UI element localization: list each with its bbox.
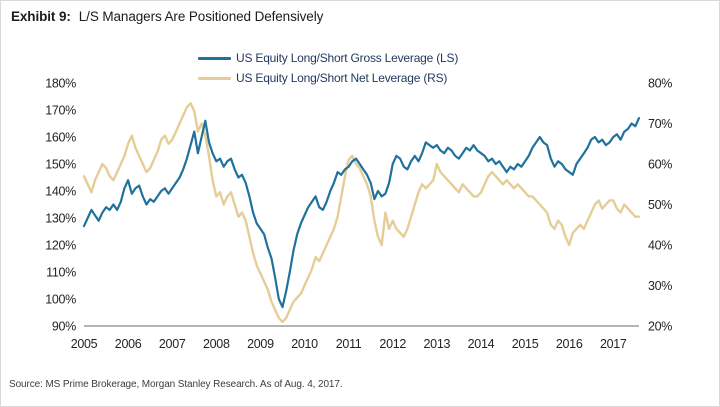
left-axis-tick-170%: 170% [45,104,76,118]
right-axis-tick-50%: 50% [648,198,672,212]
left-axis-tick-110%: 110% [46,266,76,280]
net-leverage-line [82,102,641,324]
left-axis-tick-180%: 180% [45,77,76,91]
right-axis-tick-60%: 60% [648,158,672,172]
exhibit-number-label: Exhibit 9: [11,9,71,24]
right-axis-tick-30%: 30% [648,279,672,293]
legend-item-gross-leverage: US Equity Long/Short Gross Leverage (LS) [198,48,458,68]
legend-item-net-leverage: US Equity Long/Short Net Leverage (RS) [198,68,458,88]
x-axis-tick-2005: 2005 [71,337,98,351]
legend-label-gross-leverage: US Equity Long/Short Gross Leverage (LS) [236,51,459,65]
chart-legend: US Equity Long/Short Gross Leverage (LS)… [198,48,458,88]
exhibit-title-text: L/S Managers Are Positioned Defensively [78,9,324,24]
right-axis-tick-70%: 70% [648,117,672,131]
gross-leverage-line [82,116,641,309]
x-axis-tick-2012: 2012 [379,337,406,351]
left-axis-tick-90%: 90% [52,320,76,334]
x-axis-tick-2009: 2009 [247,337,274,351]
legend-label-net-leverage: US Equity Long/Short Net Leverage (RS) [236,71,448,85]
left-axis-tick-120%: 120% [45,239,76,253]
gross-leverage-line-swatch [198,56,231,60]
x-axis-tick-2016: 2016 [556,337,583,351]
exhibit-title: Exhibit 9: L/S Managers Are Positioned De… [11,9,323,24]
x-axis-tick-2006: 2006 [115,337,142,351]
left-axis-tick-140%: 140% [45,185,76,199]
left-axis-tick-160%: 160% [45,131,76,145]
x-axis-tick-2007: 2007 [159,337,186,351]
right-axis-tick-80%: 80% [648,77,672,91]
x-axis-tick-2017: 2017 [600,337,627,351]
left-axis-tick-130%: 130% [45,212,76,226]
x-axis-tick-2011: 2011 [336,337,362,351]
x-axis-tick-2013: 2013 [424,337,451,351]
net-leverage-line-swatch [198,76,231,80]
right-axis-tick-20%: 20% [648,320,672,334]
source-note: Source: MS Prime Brokerage, Morgan Stanl… [9,379,343,390]
x-axis-tick-2008: 2008 [203,337,230,351]
x-axis-tick-2015: 2015 [512,337,539,351]
left-axis-tick-100%: 100% [45,293,76,307]
x-axis-tick-2014: 2014 [468,337,495,351]
right-axis-tick-40%: 40% [648,239,672,253]
left-axis-tick-150%: 150% [45,158,76,172]
x-axis-tick-2010: 2010 [291,337,318,351]
